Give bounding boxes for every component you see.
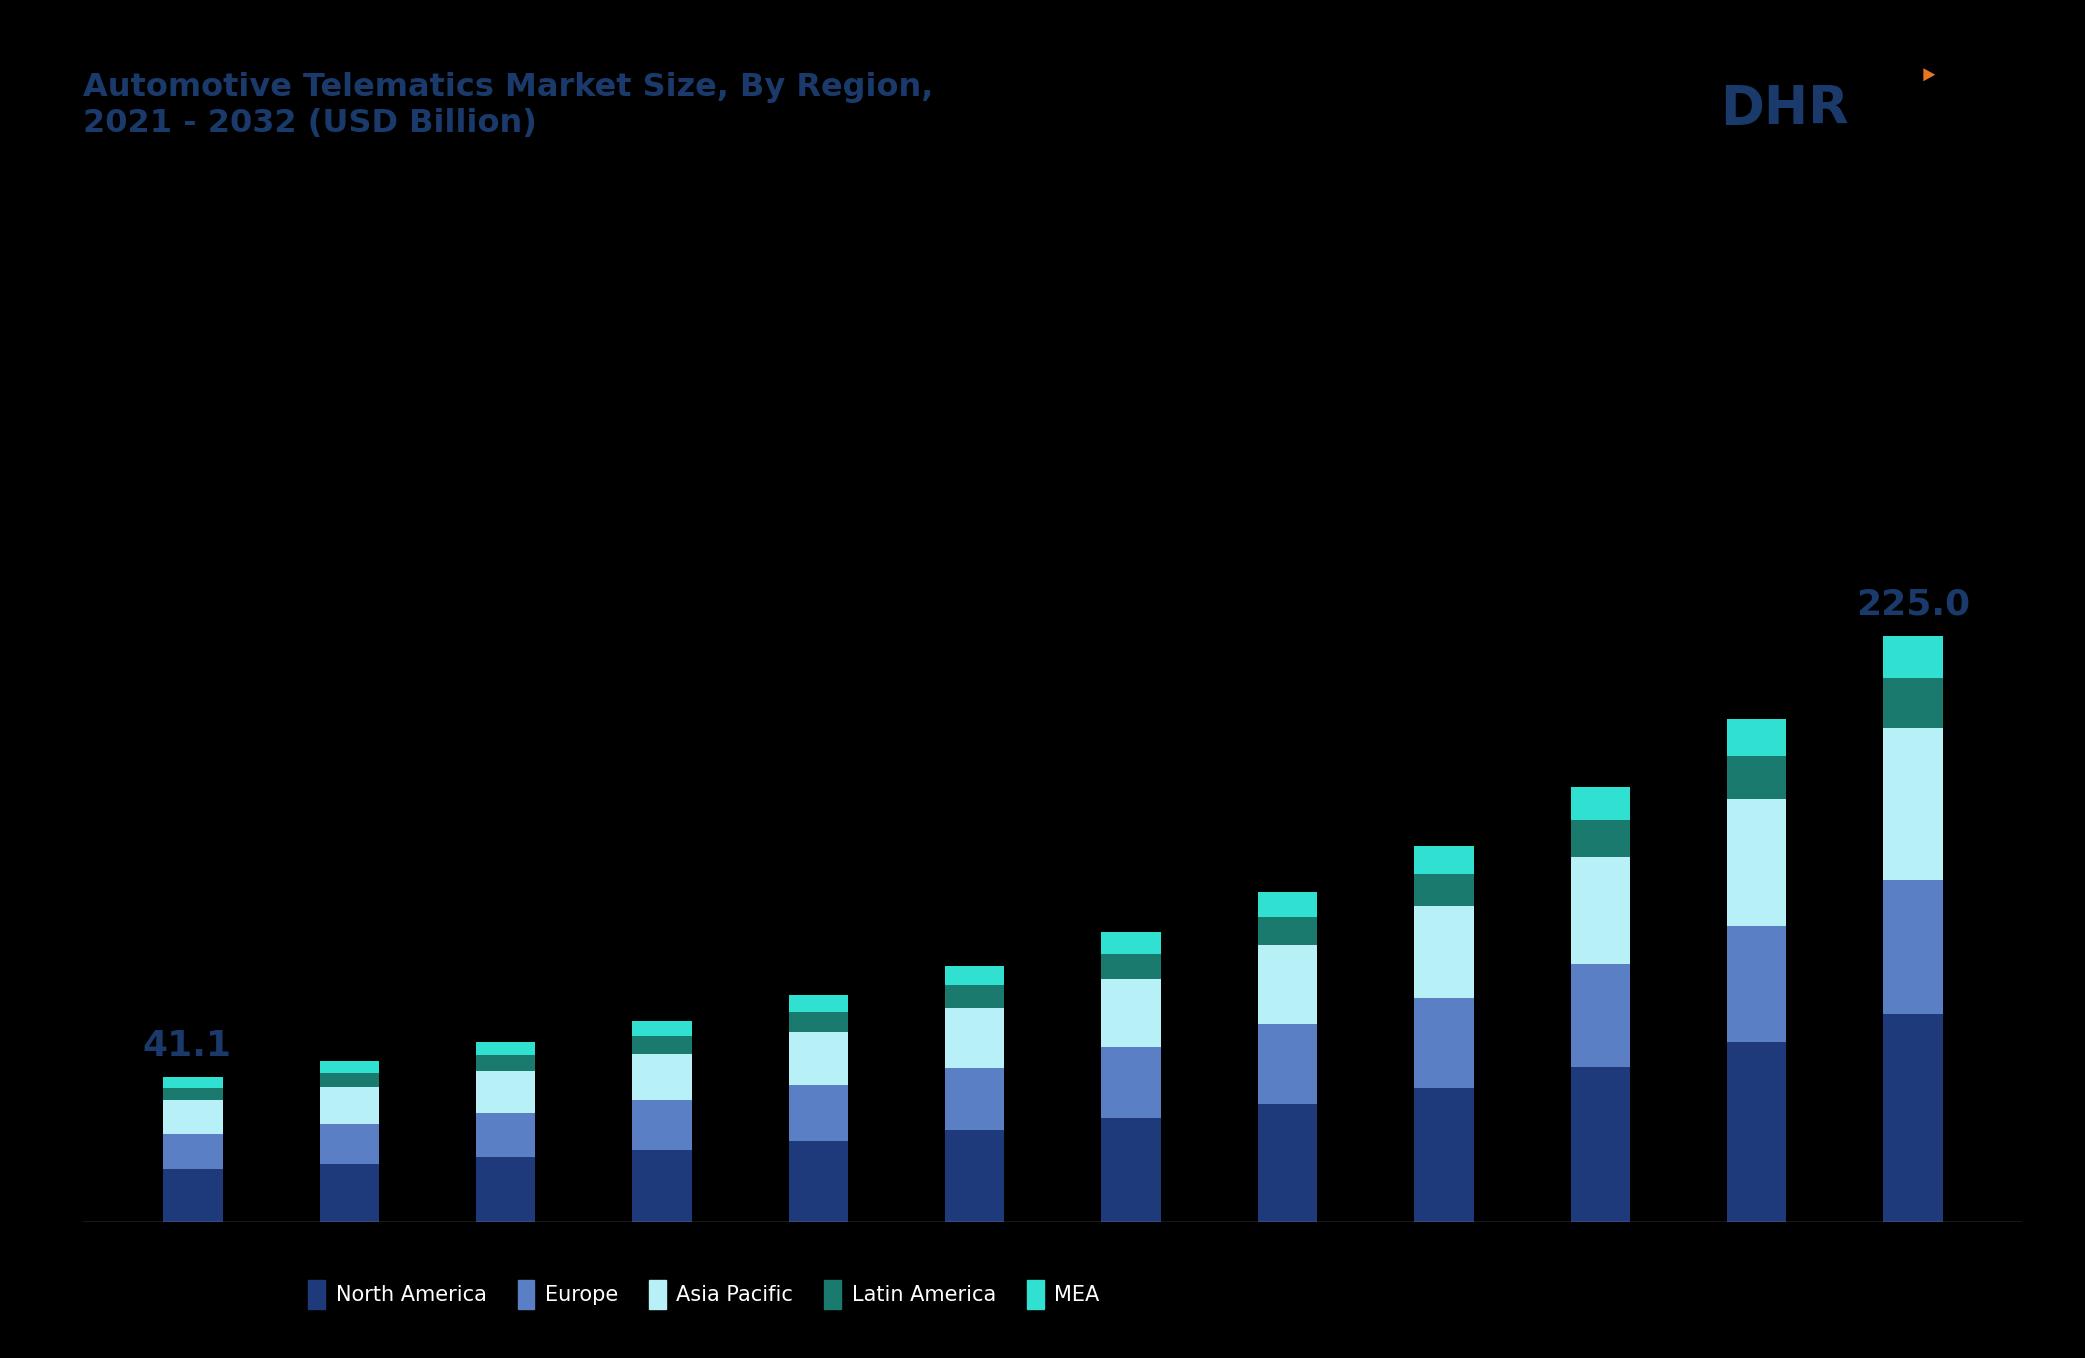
Bar — [1570, 1067, 1630, 1222]
Bar — [1101, 932, 1161, 953]
Bar — [945, 1067, 1005, 1130]
Bar — [632, 1100, 692, 1150]
Text: Automotive Telematics Market Size, By Region,
2021 - 2032 (USD Billion): Automotive Telematics Market Size, By Re… — [83, 72, 934, 139]
Bar — [1101, 1118, 1161, 1222]
Bar — [1883, 679, 1943, 728]
Bar — [1257, 945, 1318, 1024]
Bar — [1570, 820, 1630, 857]
Bar — [1257, 1104, 1318, 1222]
Bar — [1883, 880, 1943, 1014]
Text: 225.0: 225.0 — [1856, 588, 1970, 622]
Bar — [788, 1032, 849, 1085]
Bar — [319, 1088, 379, 1124]
Bar — [945, 1130, 1005, 1222]
Text: ‣: ‣ — [1918, 64, 1937, 94]
Bar — [1414, 846, 1474, 875]
Bar — [945, 1008, 1005, 1067]
Bar — [475, 1055, 536, 1071]
Bar — [163, 1088, 223, 1100]
Bar — [1257, 892, 1318, 917]
Text: 41.1: 41.1 — [142, 1029, 231, 1063]
Bar — [163, 1169, 223, 1222]
Bar — [632, 1054, 692, 1100]
Bar — [632, 1036, 692, 1054]
Bar — [1101, 979, 1161, 1047]
Bar — [319, 1061, 379, 1073]
Bar — [1414, 1088, 1474, 1222]
Bar — [1101, 1047, 1161, 1118]
Legend: North America, Europe, Asia Pacific, Latin America, MEA: North America, Europe, Asia Pacific, Lat… — [300, 1271, 1107, 1317]
Bar — [319, 1164, 379, 1222]
Bar — [632, 1021, 692, 1036]
Bar — [475, 1157, 536, 1222]
Bar — [1726, 926, 1787, 1042]
Bar — [1570, 788, 1630, 820]
Bar — [788, 995, 849, 1013]
Bar — [475, 1042, 536, 1055]
Bar — [632, 1150, 692, 1222]
Bar — [1570, 857, 1630, 964]
Bar — [475, 1071, 536, 1112]
Bar — [475, 1112, 536, 1157]
Bar — [788, 1085, 849, 1141]
Bar — [1257, 917, 1318, 945]
Bar — [1726, 756, 1787, 799]
Bar — [1570, 964, 1630, 1067]
Bar — [163, 1134, 223, 1169]
Bar — [319, 1073, 379, 1088]
Bar — [945, 966, 1005, 986]
Bar — [163, 1077, 223, 1088]
Text: DHR: DHR — [1720, 83, 1849, 134]
Bar — [1883, 636, 1943, 679]
Bar — [1414, 998, 1474, 1088]
Bar — [945, 986, 1005, 1008]
Bar — [1726, 1042, 1787, 1222]
Bar — [788, 1013, 849, 1032]
Bar — [1883, 1014, 1943, 1222]
Bar — [788, 1141, 849, 1222]
Bar — [1101, 953, 1161, 979]
Bar — [1883, 728, 1943, 880]
Bar — [1414, 906, 1474, 998]
Bar — [1414, 875, 1474, 906]
Bar — [163, 1100, 223, 1134]
Bar — [1726, 799, 1787, 926]
Bar — [1726, 720, 1787, 756]
Bar — [1257, 1024, 1318, 1104]
Bar — [319, 1124, 379, 1164]
